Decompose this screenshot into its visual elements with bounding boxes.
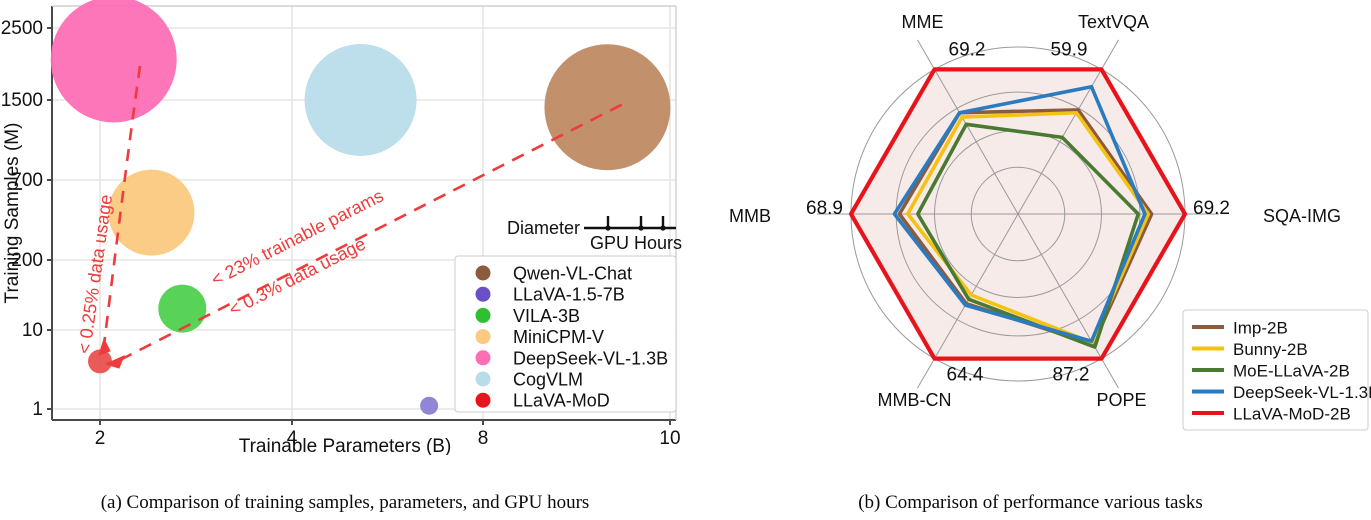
svg-text:1500: 1500 xyxy=(1,90,43,111)
x-axis-title: Trainable Parameters (B) xyxy=(239,436,452,455)
legend-swatch-0[interactable] xyxy=(475,265,491,281)
radar-legend-label-1: Bunny-2B xyxy=(1233,340,1308,359)
radar-legend-label-2: MoE-LLaVA-2B xyxy=(1233,362,1350,381)
svg-text:2: 2 xyxy=(95,428,106,449)
radar-axis-labels: TextVQA SQA-IMG POPE MMB-CN MMB MME xyxy=(729,12,1341,410)
size-legend-label: Diameter xyxy=(507,218,580,238)
arrow-data-usage-025 xyxy=(102,65,142,346)
svg-text:1: 1 xyxy=(32,399,43,420)
legend-swatch-4[interactable] xyxy=(475,350,491,366)
radar-chart-svg: 59.9 69.2 87.2 64.4 68.9 69.2 TextVQA SQA-IMG PO… xyxy=(729,12,1371,431)
svg-text:10: 10 xyxy=(659,428,680,449)
radar-axis-label-mmb: MMB xyxy=(729,206,771,226)
legend-label-5: CogVLM xyxy=(513,370,583,390)
bubble-minicpm-v[interactable] xyxy=(108,169,195,256)
radar-axis-label-mmb-cn: MMB-CN xyxy=(878,390,952,410)
radar-legend-label-0: Imp-2B xyxy=(1233,319,1288,338)
arrow-trainable-params xyxy=(119,100,628,362)
y-axis-title: Training Samples (M) xyxy=(2,123,23,304)
size-legend: Diameter GPU Hours xyxy=(507,216,682,253)
x-axis-ticks: 2 4 8 10 xyxy=(95,420,681,449)
radar-series-moe-llava-2b[interactable] xyxy=(916,122,1141,349)
size-legend-sublabel: GPU Hours xyxy=(590,233,682,253)
legend-swatch-1[interactable] xyxy=(475,286,491,302)
legend-label-3: MiniCPM-V xyxy=(513,327,604,347)
legend-swatch-5[interactable] xyxy=(475,371,491,387)
svg-text:200: 200 xyxy=(11,250,43,271)
legend-label-1: LLaVA-1.5-7B xyxy=(513,285,625,305)
legend-label-0: Qwen-VL-Chat xyxy=(513,264,632,284)
svg-text:2500: 2500 xyxy=(1,18,43,39)
radar-legend-label-4: LLaVA-MoD-2B xyxy=(1233,405,1351,424)
legend-swatch-3[interactable] xyxy=(475,329,491,345)
panel-a-bubble-chart: 2500 1500 700 200 10 1 2 4 8 10 Trainable Paramete… xyxy=(1,0,682,513)
radar-value-2: 87.2 xyxy=(1053,365,1090,386)
panel-b-radar-chart: 59.9 69.2 87.2 64.4 68.9 69.2 TextVQA SQA-IMG PO… xyxy=(690,0,1371,520)
radar-axis-label-sqa-img: SQA-IMG xyxy=(1263,206,1341,226)
bubble-cogvlm[interactable] xyxy=(304,44,417,156)
bubble-vila-3b[interactable] xyxy=(158,284,207,333)
caption-b: (b) Comparison of performance various ta… xyxy=(858,492,1203,513)
y-axis-ticks: 2500 1500 700 200 10 1 xyxy=(1,18,52,420)
radar-axis-label-textvqa: TextVQA xyxy=(1078,12,1149,32)
legend-label-2: VILA-3B xyxy=(513,306,580,326)
axis-spines xyxy=(51,5,677,421)
radar-legend-label-3: DeepSeek-VL-1.3B xyxy=(1233,383,1371,402)
radar-series-bunny-2b[interactable] xyxy=(905,110,1151,345)
legend-swatch-2[interactable] xyxy=(475,307,491,323)
bubble-chart-legend: Qwen-VL-ChatLLaVA-1.5-7BVILA-3BMiniCPM-V… xyxy=(454,255,677,413)
radar-value-1: 69.2 xyxy=(1193,198,1230,219)
bubble-qwen-vl-chat[interactable] xyxy=(544,44,671,171)
radar-series-llava-mod-2b[interactable] xyxy=(848,67,1188,361)
legend-label-4: DeepSeek-VL-1.3B xyxy=(513,348,668,368)
radar-axis-label-mme: MME xyxy=(902,12,944,32)
svg-text:10: 10 xyxy=(22,320,43,341)
radar-value-5: 69.2 xyxy=(949,39,986,60)
radar-series-deepseek-vl-1.3b[interactable] xyxy=(892,84,1147,344)
bubble-llava-1.5-7b[interactable] xyxy=(420,396,439,415)
legend-swatch-6[interactable] xyxy=(475,392,491,408)
radar-chart-legend: Imp-2B Bunny-2B MoE-LLaVA-2B DeepSeek-VL-1.… xyxy=(1182,309,1371,431)
svg-text:4: 4 xyxy=(287,428,298,449)
bubble-llava-mod[interactable] xyxy=(88,349,112,374)
radar-value-labels: 59.9 69.2 87.2 64.4 68.9 69.2 xyxy=(806,39,1230,385)
legend-label-6: LLaVA-MoD xyxy=(513,391,610,411)
radar-value-3: 64.4 xyxy=(947,365,984,386)
bubbles-group xyxy=(50,0,671,415)
radar-value-4: 68.9 xyxy=(806,198,843,219)
radar-value-0: 59.9 xyxy=(1051,39,1088,60)
radar-axis-label-pope: POPE xyxy=(1096,390,1146,410)
bubble-deepseek-vl-1.3b[interactable] xyxy=(50,0,177,123)
radar-axis-extensions xyxy=(817,39,1219,389)
svg-text:8: 8 xyxy=(478,428,489,449)
caption-a: (a) Comparison of training samples, para… xyxy=(100,492,590,513)
radar-series xyxy=(848,67,1188,361)
svg-text:700: 700 xyxy=(11,170,43,191)
